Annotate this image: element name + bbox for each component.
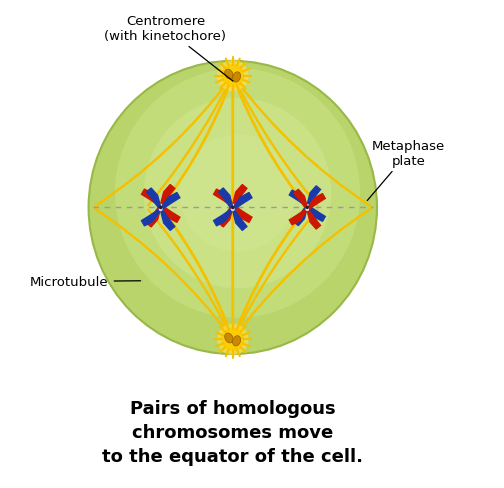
Polygon shape bbox=[289, 210, 307, 225]
FancyArrowPatch shape bbox=[148, 210, 231, 337]
Polygon shape bbox=[161, 210, 175, 231]
Polygon shape bbox=[307, 210, 321, 229]
Ellipse shape bbox=[159, 208, 163, 212]
Polygon shape bbox=[294, 206, 307, 226]
Ellipse shape bbox=[89, 61, 377, 354]
FancyArrowPatch shape bbox=[234, 79, 305, 206]
Text: Metaphase
plate: Metaphase plate bbox=[367, 139, 445, 201]
Ellipse shape bbox=[159, 204, 163, 208]
Ellipse shape bbox=[115, 69, 360, 318]
Polygon shape bbox=[214, 190, 233, 206]
Ellipse shape bbox=[217, 61, 248, 92]
Ellipse shape bbox=[221, 65, 244, 88]
Polygon shape bbox=[147, 206, 161, 227]
Polygon shape bbox=[233, 185, 247, 206]
Text: Centromere
(with kinetochore): Centromere (with kinetochore) bbox=[104, 15, 233, 82]
Ellipse shape bbox=[180, 135, 295, 252]
FancyArrowPatch shape bbox=[95, 79, 231, 206]
Polygon shape bbox=[161, 185, 175, 206]
Polygon shape bbox=[142, 190, 161, 206]
Polygon shape bbox=[219, 188, 233, 210]
Text: Pairs of homologous
chromosomes move
to the equator of the cell.: Pairs of homologous chromosomes move to … bbox=[102, 400, 363, 465]
Polygon shape bbox=[161, 193, 180, 210]
Ellipse shape bbox=[232, 336, 240, 346]
Ellipse shape bbox=[225, 333, 233, 343]
Ellipse shape bbox=[217, 324, 248, 355]
Polygon shape bbox=[307, 186, 321, 206]
Polygon shape bbox=[307, 206, 325, 222]
Ellipse shape bbox=[159, 206, 162, 210]
FancyArrowPatch shape bbox=[234, 210, 305, 337]
Text: Microtubule: Microtubule bbox=[30, 275, 141, 288]
FancyArrowPatch shape bbox=[148, 79, 231, 206]
Ellipse shape bbox=[225, 70, 233, 80]
FancyArrowPatch shape bbox=[162, 210, 232, 337]
Polygon shape bbox=[161, 206, 180, 223]
Ellipse shape bbox=[305, 208, 309, 212]
Ellipse shape bbox=[305, 204, 309, 208]
Polygon shape bbox=[233, 210, 247, 231]
Polygon shape bbox=[214, 210, 233, 226]
Ellipse shape bbox=[305, 206, 309, 210]
Ellipse shape bbox=[231, 208, 235, 212]
FancyArrowPatch shape bbox=[234, 79, 370, 206]
Polygon shape bbox=[289, 191, 307, 206]
Ellipse shape bbox=[231, 204, 235, 208]
Ellipse shape bbox=[232, 73, 240, 83]
Ellipse shape bbox=[231, 206, 234, 210]
FancyArrowPatch shape bbox=[162, 79, 232, 206]
FancyArrowPatch shape bbox=[234, 79, 318, 206]
Ellipse shape bbox=[221, 328, 244, 351]
Polygon shape bbox=[294, 190, 307, 210]
Polygon shape bbox=[147, 188, 161, 210]
Polygon shape bbox=[307, 194, 325, 210]
Ellipse shape bbox=[144, 99, 331, 289]
FancyArrowPatch shape bbox=[95, 209, 231, 338]
Polygon shape bbox=[142, 210, 161, 226]
Polygon shape bbox=[219, 206, 233, 227]
FancyArrowPatch shape bbox=[234, 209, 370, 338]
FancyArrowPatch shape bbox=[234, 210, 318, 337]
Polygon shape bbox=[233, 206, 252, 223]
Polygon shape bbox=[233, 193, 252, 210]
